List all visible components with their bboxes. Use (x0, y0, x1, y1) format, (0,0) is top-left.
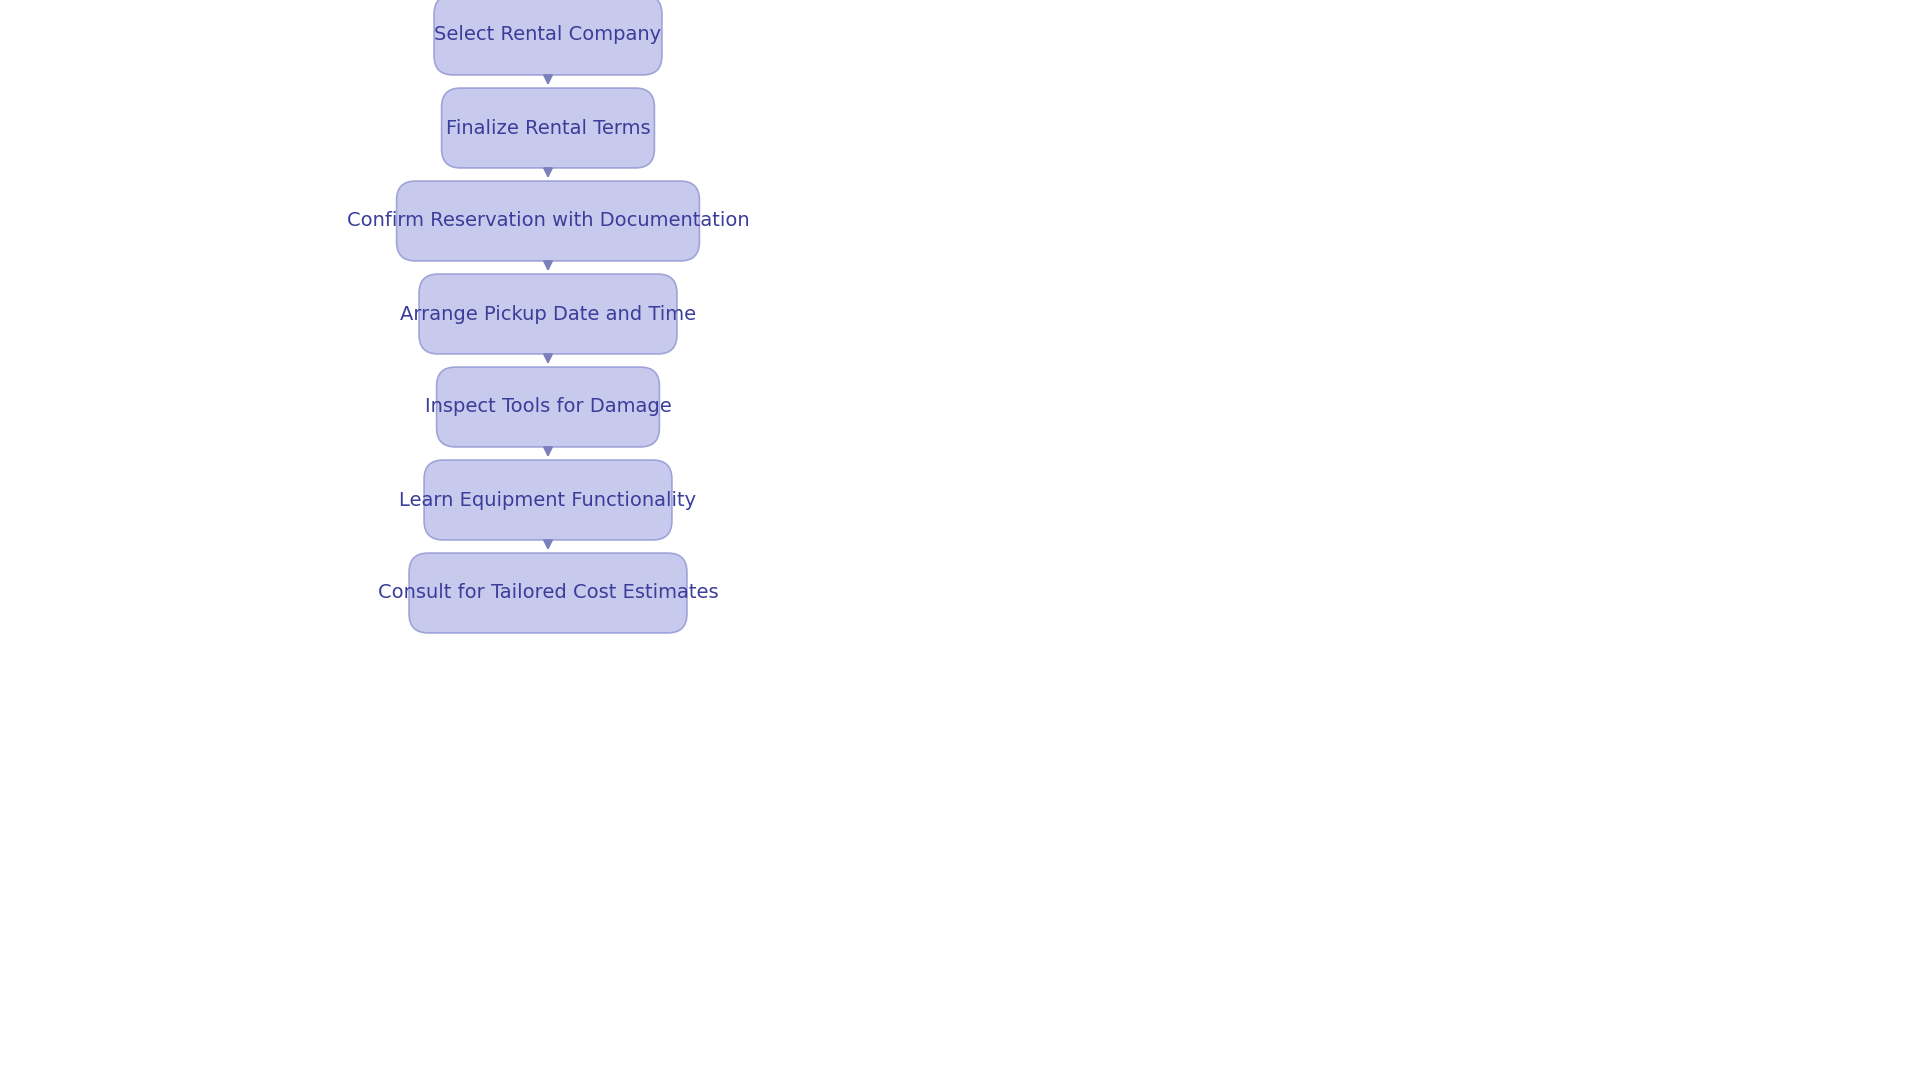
Text: Inspect Tools for Damage: Inspect Tools for Damage (424, 397, 672, 417)
Text: Consult for Tailored Cost Estimates: Consult for Tailored Cost Estimates (378, 584, 718, 602)
FancyBboxPatch shape (397, 181, 699, 261)
FancyBboxPatch shape (409, 553, 687, 632)
Text: Finalize Rental Terms: Finalize Rental Terms (445, 118, 651, 138)
Text: Arrange Pickup Date and Time: Arrange Pickup Date and Time (399, 304, 697, 324)
FancyBboxPatch shape (434, 0, 662, 75)
Text: Learn Equipment Functionality: Learn Equipment Functionality (399, 491, 697, 509)
Text: Confirm Reservation with Documentation: Confirm Reservation with Documentation (348, 211, 749, 231)
FancyBboxPatch shape (424, 460, 672, 540)
FancyBboxPatch shape (419, 274, 678, 354)
FancyBboxPatch shape (436, 367, 659, 447)
FancyBboxPatch shape (442, 88, 655, 168)
Text: Select Rental Company: Select Rental Company (434, 26, 662, 44)
